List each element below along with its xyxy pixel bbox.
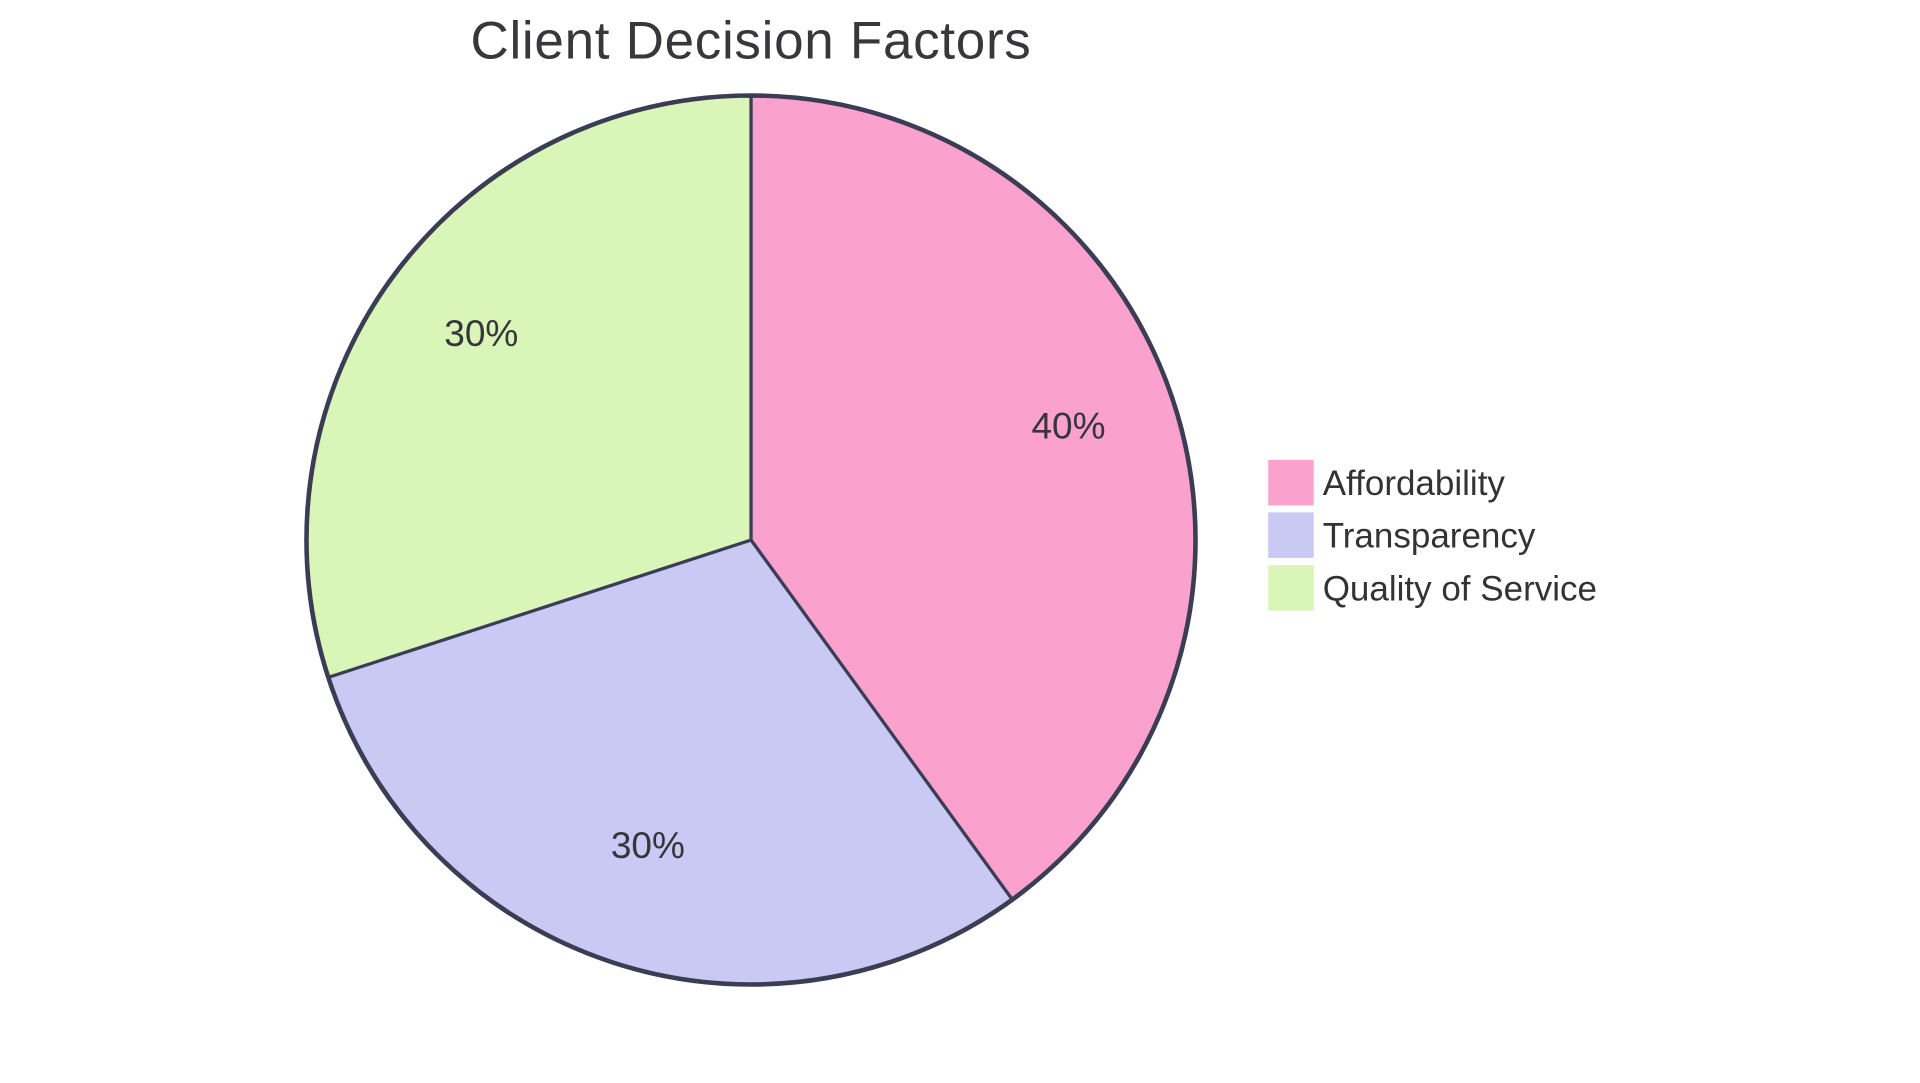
svg-text:Quality of Service: Quality of Service — [1323, 570, 1597, 609]
svg-text:30%: 30% — [611, 825, 685, 866]
svg-text:Transparency: Transparency — [1323, 517, 1536, 556]
svg-text:Affordability: Affordability — [1323, 464, 1506, 503]
svg-text:Client Decision Factors: Client Decision Factors — [470, 12, 1031, 71]
svg-text:30%: 30% — [444, 313, 518, 354]
svg-text:40%: 40% — [1031, 406, 1105, 447]
